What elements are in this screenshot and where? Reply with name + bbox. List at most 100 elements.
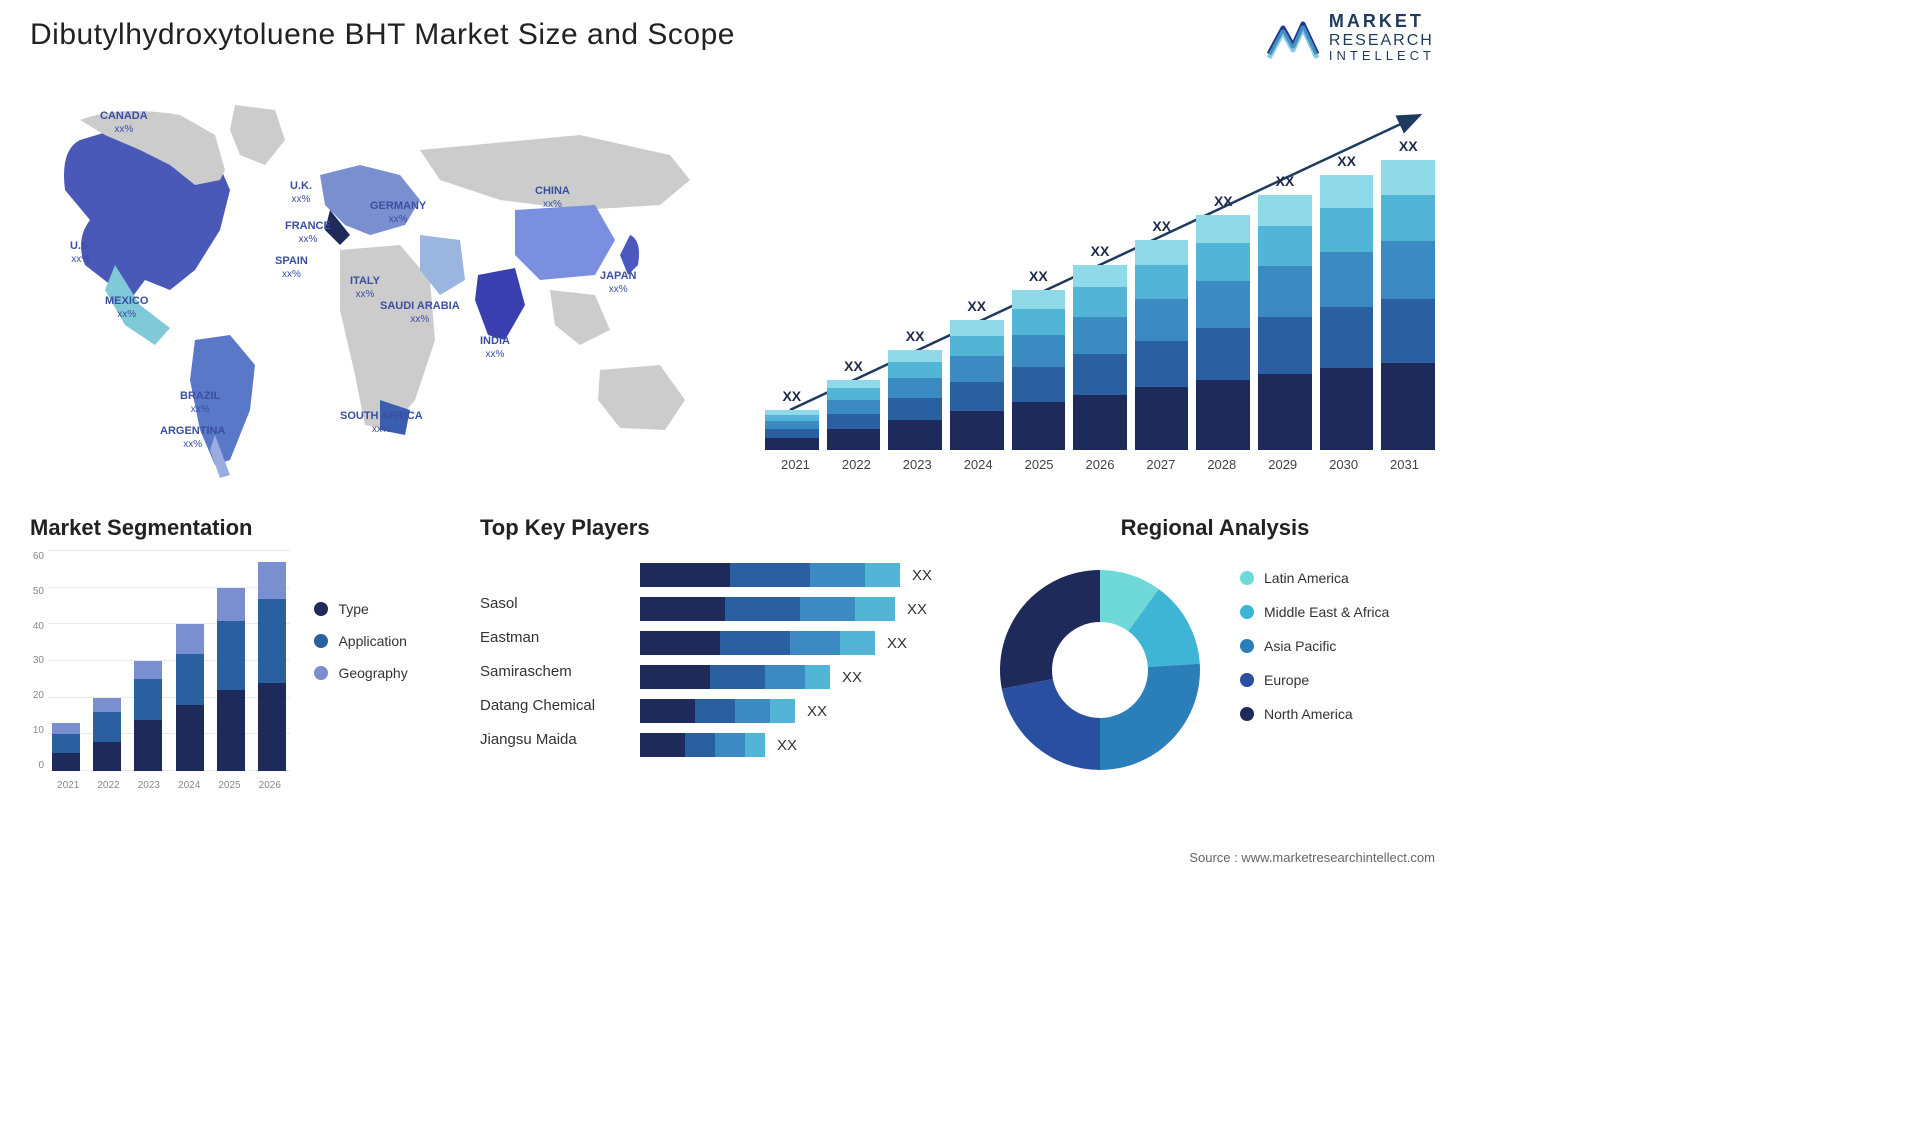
forecast-bar: XX bbox=[1073, 265, 1127, 450]
seg-year-label: 2022 bbox=[97, 780, 119, 791]
player-name: Jiangsu Maida bbox=[480, 731, 630, 751]
logo-icon bbox=[1267, 14, 1319, 62]
seg-year-label: 2026 bbox=[259, 780, 281, 791]
forecast-bar: XX bbox=[765, 410, 819, 450]
page-title: Dibutylhydroxytoluene BHT Market Size an… bbox=[30, 18, 735, 52]
legend-item: Geography bbox=[314, 665, 407, 681]
forecast-bar-label: XX bbox=[1381, 138, 1435, 154]
country-label: JAPANxx% bbox=[600, 270, 636, 296]
forecast-bar-label: XX bbox=[1258, 173, 1312, 189]
seg-bar bbox=[217, 588, 245, 771]
seg-ytick: 40 bbox=[24, 621, 44, 632]
seg-ytick: 10 bbox=[24, 725, 44, 736]
seg-ytick: 60 bbox=[24, 551, 44, 562]
forecast-bar: XX bbox=[1012, 290, 1066, 450]
segmentation-legend: Type Application Geography bbox=[314, 601, 407, 697]
player-bar-label: XX bbox=[912, 567, 932, 584]
country-label: ITALYxx% bbox=[350, 275, 380, 301]
forecast-bar-label: XX bbox=[1320, 153, 1374, 169]
forecast-year-label: 2024 bbox=[948, 457, 1009, 472]
player-bar-row: XX bbox=[640, 597, 940, 621]
legend-item: Middle East & Africa bbox=[1240, 604, 1430, 620]
players-section: Top Key Players SasolEastmanSamiraschemD… bbox=[480, 515, 960, 551]
country-label: SOUTH AFRICAxx% bbox=[340, 410, 423, 436]
player-names: SasolEastmanSamiraschemDatang ChemicalJi… bbox=[480, 595, 630, 765]
forecast-year-label: 2021 bbox=[765, 457, 826, 472]
player-bar-label: XX bbox=[907, 601, 927, 618]
country-label: SPAINxx% bbox=[275, 255, 308, 281]
brand-logo: MARKET RESEARCH INTELLECT bbox=[1267, 12, 1435, 64]
country-label: U.K.xx% bbox=[290, 180, 312, 206]
player-name: Samiraschem bbox=[480, 663, 630, 683]
forecast-bar: XX bbox=[1381, 160, 1435, 450]
player-bar-label: XX bbox=[842, 669, 862, 686]
forecast-bar-label: XX bbox=[950, 298, 1004, 314]
seg-bar bbox=[93, 698, 121, 771]
regional-title: Regional Analysis bbox=[990, 515, 1440, 541]
logo-text-1: MARKET bbox=[1329, 12, 1435, 32]
player-bar-row: XX bbox=[640, 665, 940, 689]
forecast-year-label: 2027 bbox=[1130, 457, 1191, 472]
donut-slice bbox=[1100, 664, 1200, 770]
seg-year-label: 2024 bbox=[178, 780, 200, 791]
world-map-section: CANADAxx%U.S.xx%MEXICOxx%BRAZILxx%ARGENT… bbox=[20, 80, 720, 480]
seg-ytick: 30 bbox=[24, 655, 44, 666]
seg-ytick: 0 bbox=[24, 760, 44, 771]
forecast-year-label: 2028 bbox=[1191, 457, 1252, 472]
seg-bar bbox=[176, 624, 204, 771]
player-bars: XXXXXXXXXXXX bbox=[640, 563, 940, 767]
donut-chart bbox=[990, 560, 1210, 780]
seg-bar bbox=[52, 723, 80, 771]
country-label: BRAZILxx% bbox=[180, 390, 220, 416]
seg-bar bbox=[134, 661, 162, 771]
forecast-year-label: 2031 bbox=[1374, 457, 1435, 472]
legend-item: Type bbox=[314, 601, 407, 617]
donut-slice bbox=[1002, 679, 1100, 770]
player-bar-row: XX bbox=[640, 733, 940, 757]
player-bar-label: XX bbox=[807, 703, 827, 720]
players-title: Top Key Players bbox=[480, 515, 960, 541]
logo-text-3: INTELLECT bbox=[1329, 49, 1435, 63]
regional-legend: Latin America Middle East & Africa Asia Pa… bbox=[1240, 570, 1430, 740]
forecast-bar-label: XX bbox=[888, 328, 942, 344]
player-bar-row: XX bbox=[640, 563, 940, 587]
legend-item: Latin America bbox=[1240, 570, 1430, 586]
forecast-year-label: 2025 bbox=[1009, 457, 1070, 472]
seg-ytick: 50 bbox=[24, 586, 44, 597]
forecast-bar: XX bbox=[888, 350, 942, 450]
forecast-bar-label: XX bbox=[1196, 193, 1250, 209]
country-label: MEXICOxx% bbox=[105, 295, 148, 321]
player-bar-label: XX bbox=[887, 635, 907, 652]
legend-item: Asia Pacific bbox=[1240, 638, 1430, 654]
legend-item: Application bbox=[314, 633, 407, 649]
forecast-bar: XX bbox=[1196, 215, 1250, 450]
legend-item: North America bbox=[1240, 706, 1430, 722]
legend-item: Europe bbox=[1240, 672, 1430, 688]
regional-section: Regional Analysis Latin AmericaMiddle Ea… bbox=[990, 515, 1440, 551]
country-label: SAUDI ARABIAxx% bbox=[380, 300, 460, 326]
forecast-year-label: 2026 bbox=[1070, 457, 1131, 472]
logo-text-2: RESEARCH bbox=[1329, 32, 1435, 50]
segmentation-chart: 0102030405060 202120222023202420252026 bbox=[30, 551, 290, 791]
forecast-bar-label: XX bbox=[1073, 243, 1127, 259]
forecast-bar-label: XX bbox=[1012, 268, 1066, 284]
country-label: CHINAxx% bbox=[535, 185, 570, 211]
forecast-bar-label: XX bbox=[1135, 218, 1189, 234]
country-label: U.S.xx% bbox=[70, 240, 91, 266]
forecast-year-label: 2022 bbox=[826, 457, 887, 472]
forecast-year-label: 2030 bbox=[1313, 457, 1374, 472]
player-bar-row: XX bbox=[640, 631, 940, 655]
segmentation-title: Market Segmentation bbox=[30, 515, 450, 541]
country-label: FRANCExx% bbox=[285, 220, 331, 246]
seg-year-label: 2023 bbox=[138, 780, 160, 791]
forecast-bar: XX bbox=[1320, 175, 1374, 450]
player-bar-row: XX bbox=[640, 699, 940, 723]
forecast-bar: XX bbox=[950, 320, 1004, 450]
country-label: CANADAxx% bbox=[100, 110, 148, 136]
player-name: Datang Chemical bbox=[480, 697, 630, 717]
forecast-bar-label: XX bbox=[765, 388, 819, 404]
seg-bar bbox=[258, 562, 286, 771]
forecast-bar-label: XX bbox=[827, 358, 881, 374]
country-label: INDIAxx% bbox=[480, 335, 510, 361]
seg-year-label: 2021 bbox=[57, 780, 79, 791]
